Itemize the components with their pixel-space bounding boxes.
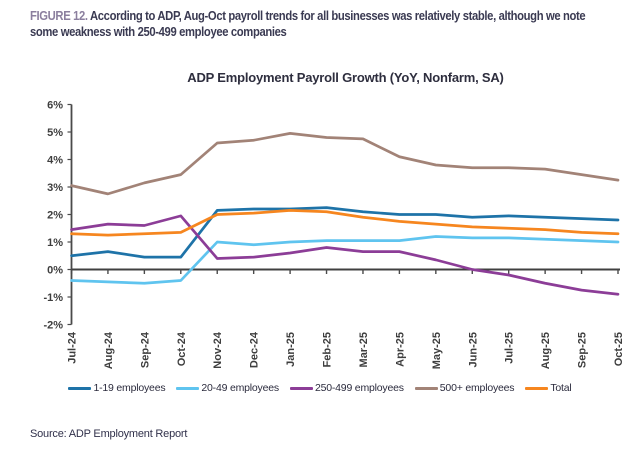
- y-tick-label: 3%: [47, 182, 63, 194]
- legend-item-20-49-employees: 20-49 employees: [176, 382, 279, 394]
- series-line-1-19-employees: [70, 206, 620, 259]
- x-tick-label: Oct-24: [176, 331, 188, 366]
- x-tick-label: Apr-25: [394, 332, 406, 367]
- figure-caption: FIGURE 12. According to ADP, Aug-Oct pay…: [30, 8, 613, 40]
- x-tick-label: Jun-25: [467, 332, 479, 367]
- legend-swatch-total: [525, 386, 549, 390]
- x-tick-label: Dec-24: [249, 331, 261, 368]
- x-tick-label: Jul-24: [67, 331, 79, 364]
- y-tick-label: 2%: [47, 210, 63, 222]
- legend-swatch-1-19-employees: [68, 386, 92, 390]
- x-tick-label: Sep-25: [577, 332, 589, 368]
- legend-label: 500+ employees: [439, 382, 515, 394]
- figure-caption-text: According to ADP, Aug-Oct payroll trends…: [30, 9, 586, 39]
- legend-label: Total: [550, 382, 572, 394]
- x-tick-label: Oct-25: [613, 332, 625, 366]
- series-line-250-499-employees: [70, 214, 620, 296]
- chart-title: ADP Employment Payroll Growth (YoY, Nonf…: [187, 70, 504, 85]
- x-tick-label: May-25: [431, 332, 443, 369]
- y-tick-label: 6%: [47, 100, 63, 112]
- series-line-20-49-employees: [70, 235, 620, 285]
- y-tick-label: -1%: [43, 292, 63, 304]
- legend-swatch-20-49-employees: [176, 386, 200, 390]
- x-tick-label: Jul-25: [504, 332, 516, 364]
- y-tick-label: 0%: [47, 265, 63, 277]
- chart-legend: 1-19 employees 20-49 employees 250-499 emp…: [20, 382, 620, 394]
- x-tick-label: Sep-24: [139, 331, 151, 368]
- x-tick-label: Feb-25: [322, 332, 334, 367]
- legend-label: 1-19 employees: [93, 382, 166, 394]
- legend-item-total: Total: [525, 382, 572, 394]
- x-tick-label: Jan-25: [285, 332, 297, 367]
- source-note: Source: ADP Employment Report: [30, 428, 188, 440]
- x-tick-label: Aug-25: [540, 332, 552, 369]
- x-tick-label: Aug-24: [103, 331, 115, 369]
- x-tick-label: Nov-24: [212, 331, 224, 369]
- y-tick-label: 4%: [47, 155, 63, 167]
- y-tick-label: -2%: [43, 320, 63, 332]
- series-line-total: [70, 209, 620, 237]
- legend-swatch-500-employees: [414, 386, 438, 390]
- legend-item-500-employees: 500+ employees: [414, 382, 515, 394]
- legend-swatch-250-499-employees: [289, 386, 313, 390]
- figure-number-label: FIGURE 12.: [30, 9, 91, 23]
- legend-item-1-19-employees: 1-19 employees: [68, 382, 166, 394]
- legend-label: 20-49 employees: [201, 382, 279, 394]
- y-tick-label: 1%: [47, 237, 63, 249]
- y-tick-label: 5%: [47, 127, 63, 139]
- x-tick-label: Mar-25: [358, 332, 370, 367]
- legend-item-250-499-employees: 250-499 employees: [289, 382, 404, 394]
- series-line-500-employees: [70, 132, 620, 196]
- legend-label: 250-499 employees: [314, 382, 404, 394]
